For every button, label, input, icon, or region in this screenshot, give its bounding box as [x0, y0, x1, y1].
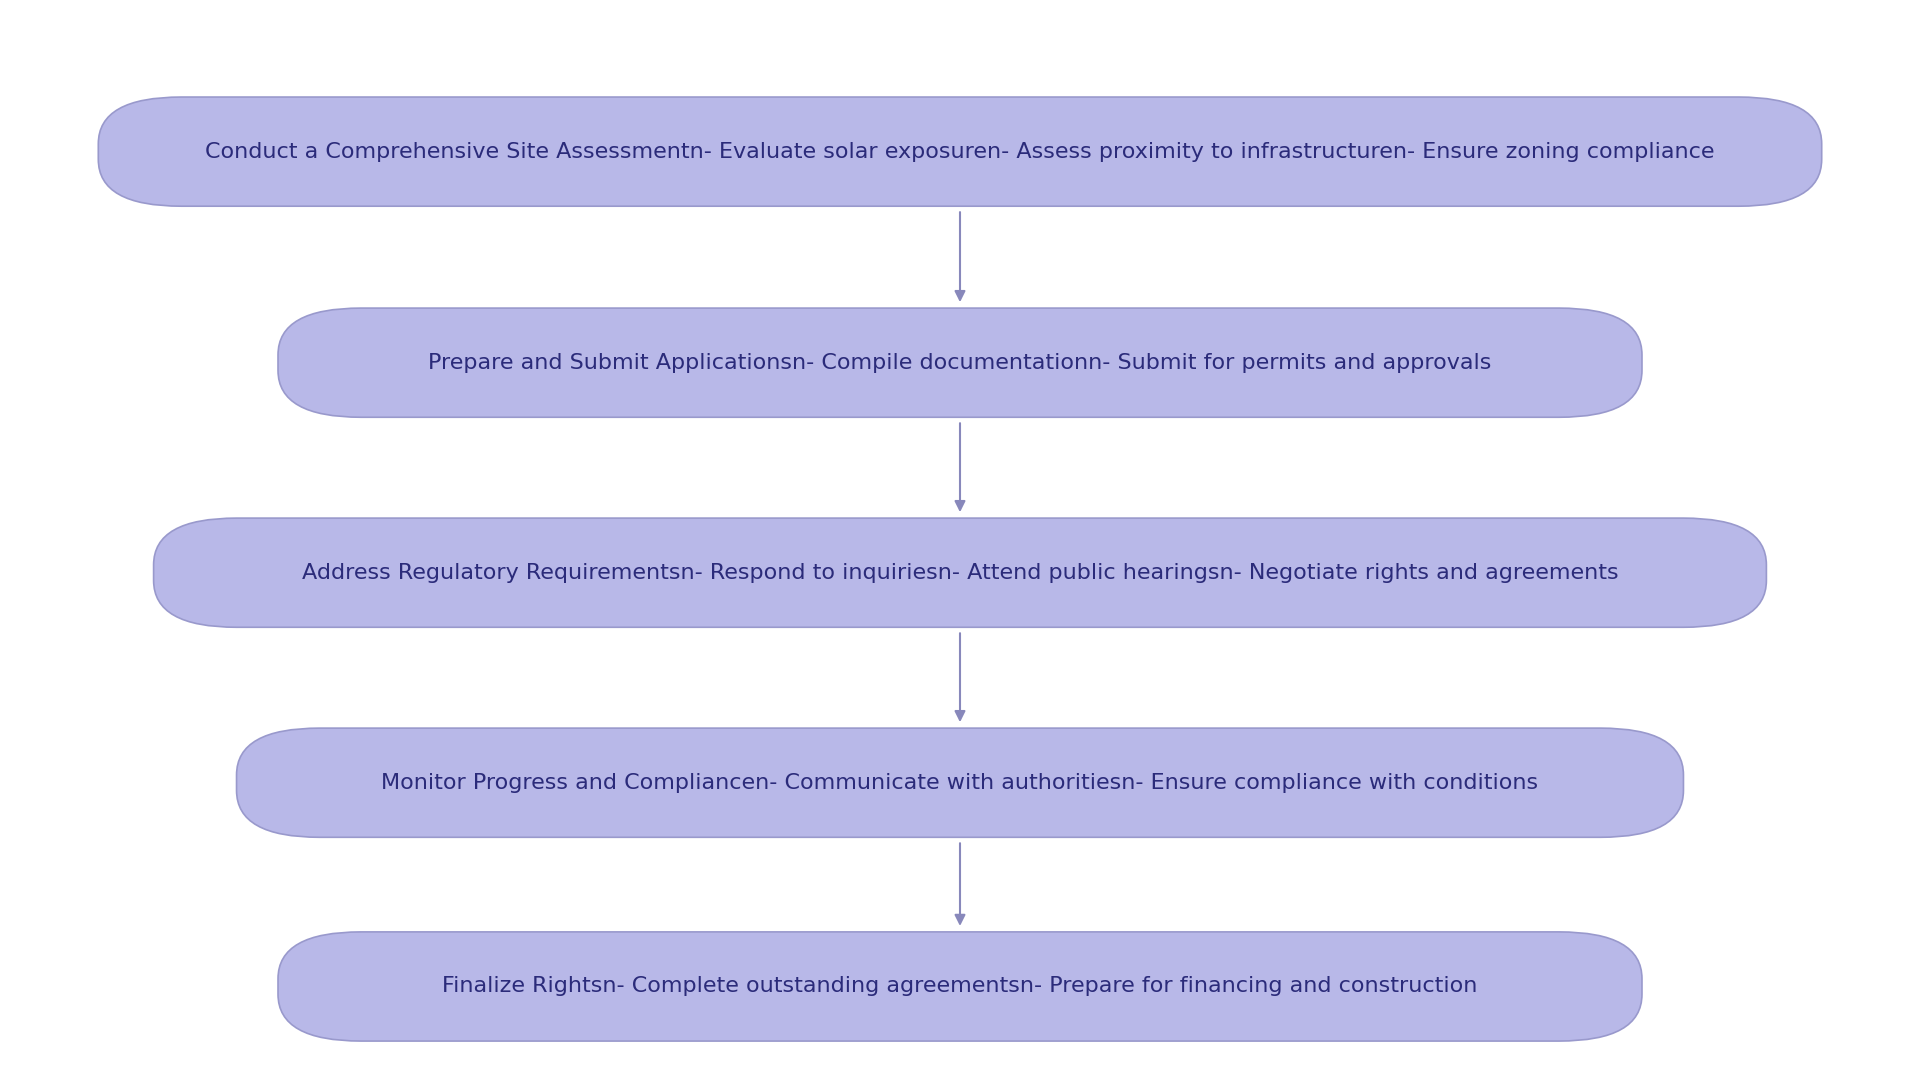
FancyBboxPatch shape [278, 931, 1642, 1041]
Text: Address Regulatory Requirementsn- Respond to inquiriesn- Attend public hearingsn: Address Regulatory Requirementsn- Respon… [301, 563, 1619, 583]
FancyBboxPatch shape [278, 308, 1642, 417]
FancyBboxPatch shape [154, 518, 1766, 627]
Text: Prepare and Submit Applicationsn- Compile documentationn- Submit for permits and: Prepare and Submit Applicationsn- Compil… [428, 353, 1492, 373]
FancyBboxPatch shape [98, 97, 1822, 206]
FancyBboxPatch shape [236, 728, 1684, 837]
Text: Monitor Progress and Compliancen- Communicate with authoritiesn- Ensure complian: Monitor Progress and Compliancen- Commun… [382, 772, 1538, 793]
Text: Finalize Rightsn- Complete outstanding agreementsn- Prepare for financing and co: Finalize Rightsn- Complete outstanding a… [442, 977, 1478, 996]
Text: Conduct a Comprehensive Site Assessmentn- Evaluate solar exposuren- Assess proxi: Conduct a Comprehensive Site Assessmentn… [205, 142, 1715, 161]
